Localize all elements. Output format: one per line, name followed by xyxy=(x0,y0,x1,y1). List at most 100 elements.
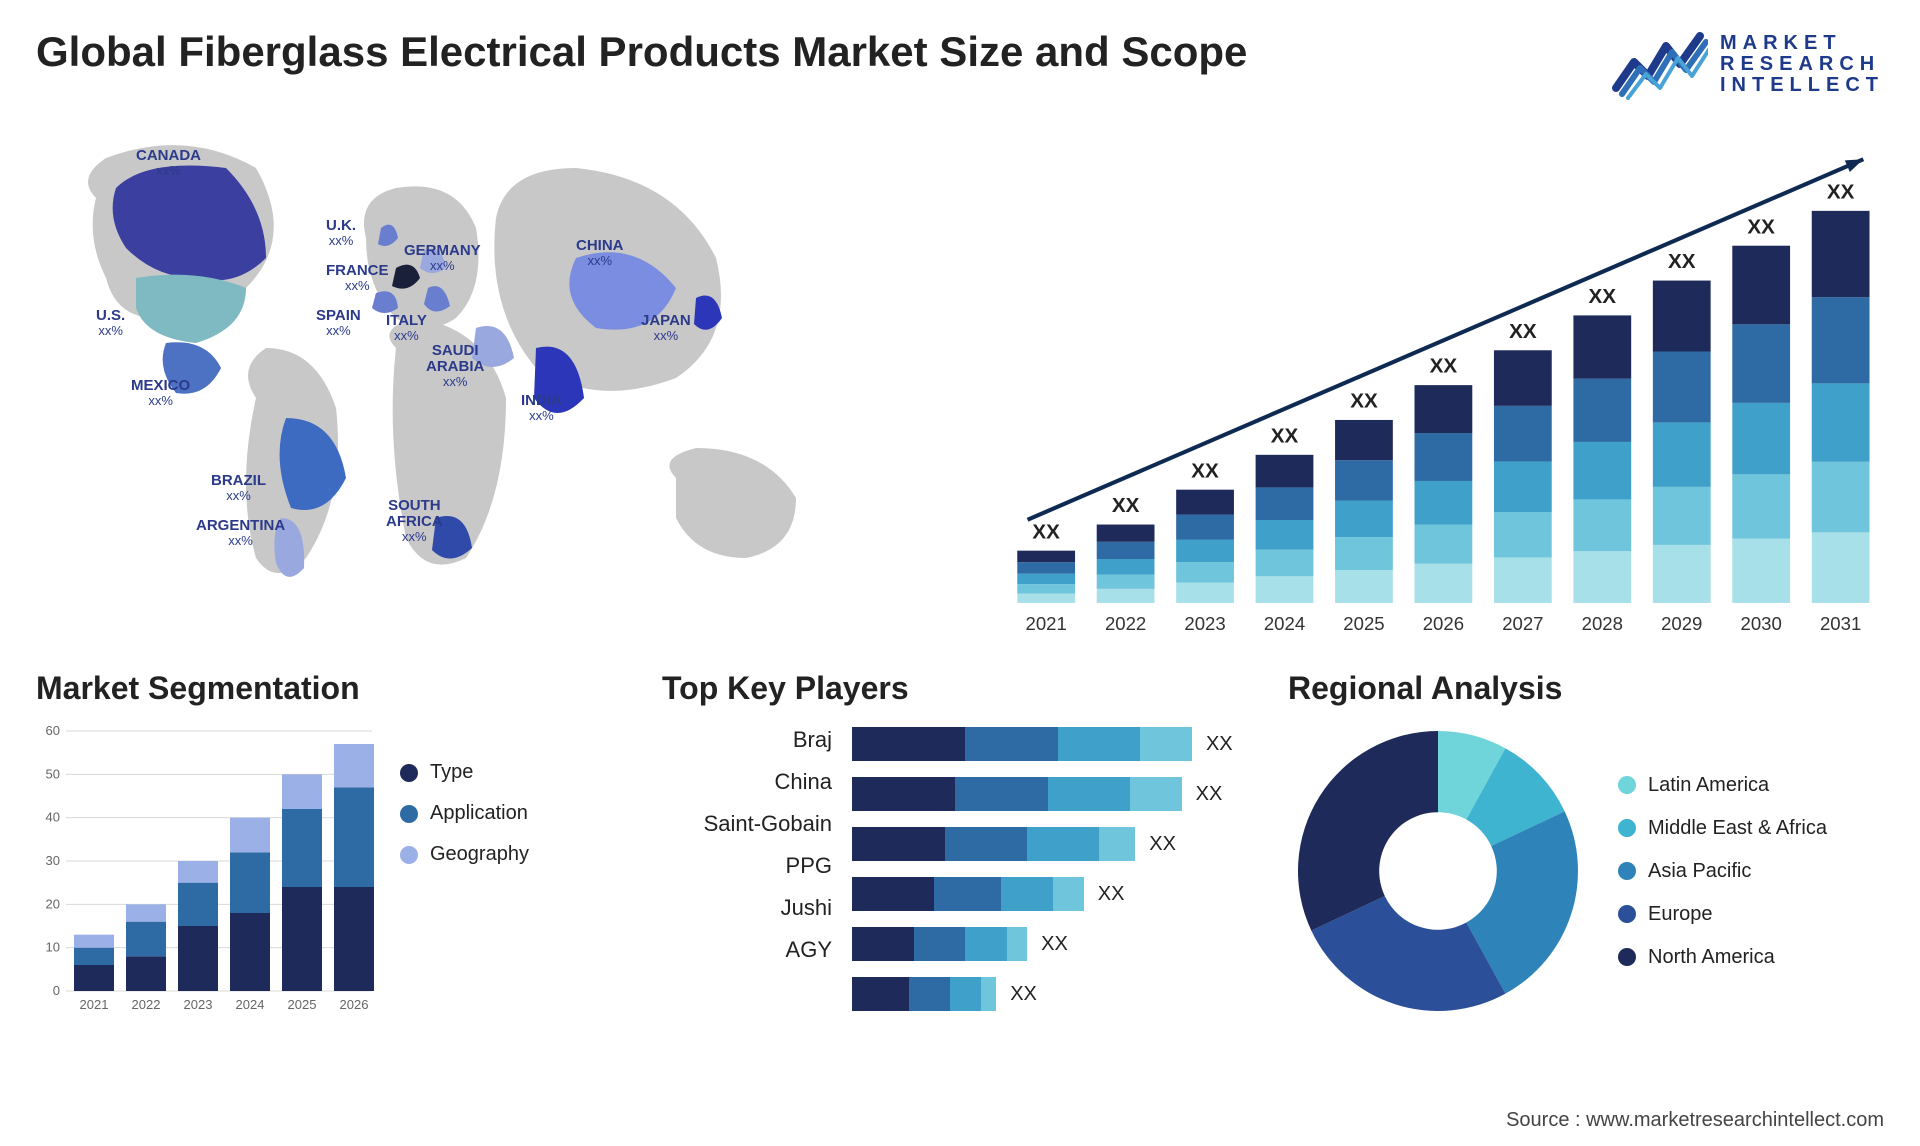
player-bar-segment xyxy=(945,827,1027,861)
regional-legend-item: Latin America xyxy=(1618,774,1827,797)
seg-legend-item: Geography xyxy=(400,843,529,866)
growth-bar-segment xyxy=(1017,574,1075,584)
growth-bar-segment xyxy=(1812,211,1870,297)
player-row: XX xyxy=(852,927,1258,961)
segmentation-legend: TypeApplicationGeography xyxy=(400,761,529,866)
player-bar-segment xyxy=(1099,827,1135,861)
logo-text-2: RESEARCH xyxy=(1720,54,1884,75)
seg-bar-segment xyxy=(74,948,114,965)
legend-swatch-icon xyxy=(400,846,418,864)
growth-chart-panel: XXXXXXXXXXXXXXXXXXXXXX 20212022202320242… xyxy=(976,118,1884,638)
player-bar-segment xyxy=(965,727,1058,761)
growth-bar-segment xyxy=(1176,583,1234,603)
seg-xtick: 2022 xyxy=(132,997,161,1012)
legend-swatch-icon xyxy=(1618,776,1636,794)
seg-bar-segment xyxy=(230,913,270,991)
legend-label: Europe xyxy=(1648,903,1713,926)
seg-bar-segment xyxy=(126,922,166,957)
growth-bar-segment xyxy=(1176,490,1234,515)
seg-xtick: 2026 xyxy=(340,997,369,1012)
legend-label: Latin America xyxy=(1648,774,1769,797)
map-country xyxy=(136,275,246,343)
player-bar-segment xyxy=(1001,877,1053,911)
legend-label: North America xyxy=(1648,946,1775,969)
growth-year-tick: 2029 xyxy=(1661,613,1702,634)
growth-bar-segment xyxy=(1573,551,1631,603)
seg-bar-segment xyxy=(74,965,114,991)
player-value: XX xyxy=(1041,933,1068,956)
seg-bar-segment xyxy=(178,883,218,926)
growth-bar-segment xyxy=(1176,540,1234,563)
player-row: XX xyxy=(852,727,1258,761)
growth-bar-segment xyxy=(1494,512,1552,557)
growth-bar-segment xyxy=(1415,385,1473,433)
growth-bar-segment xyxy=(1256,520,1314,550)
map-label: MEXICOxx% xyxy=(131,378,190,407)
player-bar-segment xyxy=(1130,777,1182,811)
growth-bar-segment xyxy=(1732,539,1790,603)
growth-bar-segment xyxy=(1097,542,1155,559)
map-label: SPAINxx% xyxy=(316,308,361,337)
growth-year-tick: 2021 xyxy=(1026,613,1067,634)
seg-ytick: 60 xyxy=(46,723,60,738)
growth-bar-segment xyxy=(1335,460,1393,500)
growth-bar-segment xyxy=(1415,525,1473,564)
map-label: GERMANYxx% xyxy=(404,243,481,272)
growth-bar-segment xyxy=(1017,551,1075,563)
growth-bar-segment xyxy=(1335,420,1393,460)
player-bar-segment xyxy=(955,777,1048,811)
seg-bar-segment xyxy=(334,787,374,887)
growth-bar-segment xyxy=(1812,462,1870,533)
map-label: ARGENTINAxx% xyxy=(196,518,285,547)
growth-bar-segment xyxy=(1732,246,1790,325)
source-label: Source : www.marketresearchintellect.com xyxy=(1506,1109,1884,1132)
growth-year-tick: 2024 xyxy=(1264,613,1305,634)
seg-ytick: 10 xyxy=(46,940,60,955)
player-bar-segment xyxy=(934,877,1001,911)
legend-swatch-icon xyxy=(1618,948,1636,966)
growth-bar-segment xyxy=(1653,351,1711,422)
player-bar-segment xyxy=(909,977,950,1011)
player-bar-segment xyxy=(1058,727,1140,761)
brand-logo: MARKET RESEARCH INTELLECT xyxy=(1612,28,1884,100)
growth-bar-segment xyxy=(1494,557,1552,602)
growth-year-tick: 2022 xyxy=(1105,613,1146,634)
seg-ytick: 50 xyxy=(46,766,60,781)
seg-xtick: 2021 xyxy=(80,997,109,1012)
seg-ytick: 20 xyxy=(46,896,60,911)
growth-bar-segment xyxy=(1335,500,1393,537)
growth-bar-segment xyxy=(1176,515,1234,540)
logo-text-3: INTELLECT xyxy=(1720,75,1884,96)
player-value: XX xyxy=(1206,733,1233,756)
growth-bar-segment xyxy=(1573,315,1631,378)
regional-section: Regional Analysis Latin AmericaMiddle Ea… xyxy=(1288,670,1884,1021)
growth-bar-segment xyxy=(1335,570,1393,603)
player-bar xyxy=(852,727,1192,761)
world-map-panel: CANADAxx%U.S.xx%MEXICOxx%BRAZILxx%ARGENT… xyxy=(36,118,936,638)
player-bar-segment xyxy=(914,927,966,961)
legend-label: Type xyxy=(430,761,473,784)
seg-bar-segment xyxy=(334,887,374,991)
growth-bar-label: XX xyxy=(1430,355,1458,378)
growth-bar-label: XX xyxy=(1509,320,1537,343)
seg-bar-segment xyxy=(74,935,114,948)
player-bar-segment xyxy=(1053,877,1084,911)
growth-bar-segment xyxy=(1256,550,1314,577)
growth-bar-label: XX xyxy=(1589,285,1617,308)
seg-bar-segment xyxy=(126,956,166,991)
player-bar xyxy=(852,977,996,1011)
player-bar-segment xyxy=(852,927,914,961)
seg-ytick: 40 xyxy=(46,810,60,825)
growth-bar-segment xyxy=(1256,487,1314,520)
regional-legend: Latin AmericaMiddle East & AfricaAsia Pa… xyxy=(1618,774,1827,969)
seg-xtick: 2024 xyxy=(236,997,265,1012)
growth-bar-segment xyxy=(1573,379,1631,442)
growth-bar-segment xyxy=(1653,281,1711,352)
growth-bar-segment xyxy=(1653,487,1711,545)
seg-xtick: 2023 xyxy=(184,997,213,1012)
growth-bar-segment xyxy=(1097,575,1155,589)
growth-bar-segment xyxy=(1176,562,1234,582)
growth-bar-label: XX xyxy=(1271,424,1299,447)
map-label: JAPANxx% xyxy=(641,313,691,342)
player-bar-segment xyxy=(852,777,955,811)
